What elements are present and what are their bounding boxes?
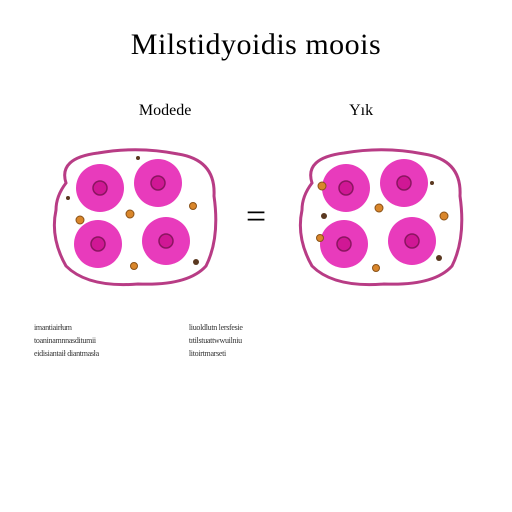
page-title: Milstidyoidis moois [0, 0, 512, 62]
filler-text: eidisiantaił diantmasła [34, 349, 99, 358]
filler-text: imantiairłum [34, 323, 99, 332]
cell-right [284, 138, 474, 293]
filler-text: toaninamnnasditumii [34, 336, 99, 345]
cell-left [38, 138, 228, 293]
equals-sign: = [242, 195, 270, 237]
footer-text: imantiairłum toaninamnnasditumii eidisiant… [0, 323, 512, 358]
diagram-row: = [0, 138, 512, 293]
filler-text: liuoldlutn lersfesie [189, 323, 243, 332]
sublabel-right: Yık [349, 102, 373, 120]
footer-col-left: imantiairłum toaninamnnasditumii eidisiant… [34, 323, 99, 358]
filler-text: tɪtilstuattwwuilniu [189, 336, 243, 345]
sublabel-left: Modede [139, 102, 191, 120]
filler-text: litoirtmarseti [189, 349, 243, 358]
sublabels-row: Modede Yık [0, 102, 512, 120]
footer-col-right: liuoldlutn lersfesie tɪtilstuattwwuilniu l… [189, 323, 243, 358]
